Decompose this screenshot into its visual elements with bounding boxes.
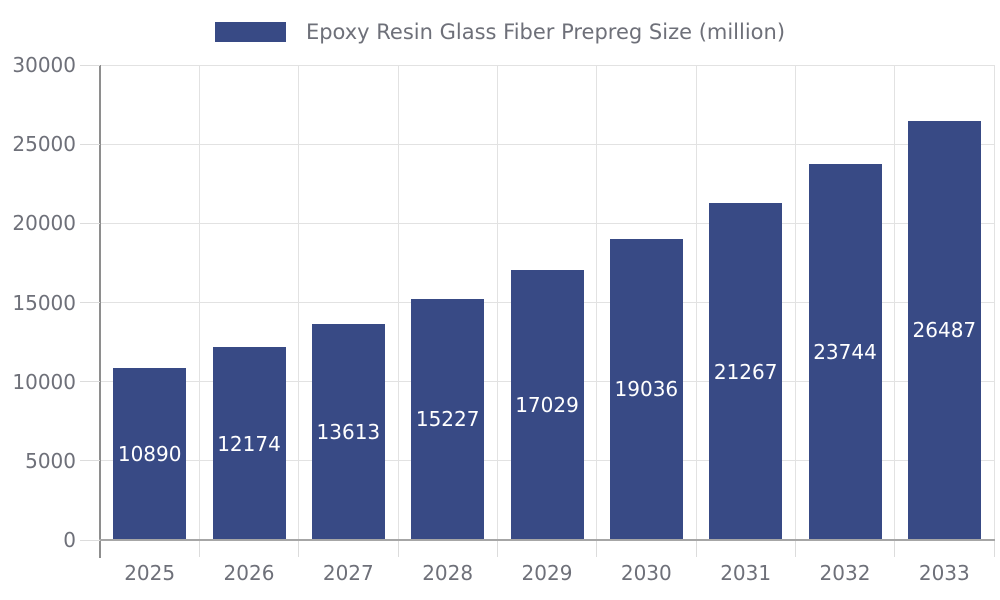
plot-area: 10890 12174 13613 15227 17029 19036 21267 23744… [100,64,995,540]
x-tick-label: 2028 [422,561,474,585]
y-axis-tick [80,143,100,145]
bar-value-label: 21267 [713,359,778,384]
grid-line-vertical [794,65,796,540]
bar[interactable] [907,120,981,540]
bar[interactable] [212,347,286,540]
bar-value-label: 23744 [813,340,877,365]
bar-value-label: 10890 [117,441,182,466]
bar-value-label: 12174 [217,431,281,456]
bar[interactable] [709,203,783,540]
y-tick-label: 0 [63,528,76,552]
x-tick-label: 2031 [720,561,772,585]
x-axis-tick [397,541,399,557]
y-axis-tick [80,539,100,541]
y-axis-line [99,65,101,558]
bar-value-label: 13613 [316,420,381,445]
x-tick-label: 2033 [918,561,970,585]
bar[interactable] [808,164,882,540]
y-tick-label: 25000 [12,132,76,157]
x-axis-tick [794,541,796,557]
bar-value-label: 19036 [614,377,679,402]
x-axis-tick [894,541,896,557]
y-axis-tick [80,64,100,66]
x-tick-label: 2027 [322,561,374,585]
x-tick-label: 2032 [819,561,871,585]
y-tick-label: 20000 [12,211,76,236]
grid-line-vertical [993,65,995,540]
y-tick-label: 15000 [12,290,76,315]
grid-line-vertical [496,65,498,540]
grid-line-vertical [695,65,697,540]
bar-value-label: 17029 [515,393,579,418]
y-axis-tick [80,381,100,383]
grid-line-vertical [397,65,399,540]
bar[interactable] [411,298,485,540]
legend-label: Epoxy Resin Glass Fiber Prepreg Size (mi… [305,20,786,44]
grid-line-vertical [894,65,896,540]
bar-value-label: 26487 [912,318,977,343]
y-tick-label: 5000 [25,448,76,473]
x-axis-tick [695,541,697,557]
x-axis-tick [993,541,995,557]
x-axis-tick [198,541,200,557]
x-tick-label: 2025 [124,561,176,585]
y-tick-label: 10000 [12,369,76,394]
legend[interactable]: Epoxy Resin Glass Fiber Prepreg Size (mi… [0,19,1000,45]
x-tick-label: 2029 [521,561,573,585]
y-axis-tick [80,222,100,224]
grid-line-horizontal [100,143,994,145]
bar[interactable] [609,238,683,540]
grid-line-horizontal [100,222,994,224]
y-tick-label: 30000 [12,53,76,77]
grid-line-horizontal [100,64,994,66]
x-tick-label: 2026 [223,561,275,585]
y-axis-tick [80,460,100,462]
y-axis-tick [80,302,100,303]
grid-line-vertical [198,65,200,540]
bar-value-label: 15227 [415,407,480,432]
x-tick-label: 2030 [620,561,672,585]
bar[interactable] [510,270,584,540]
x-axis-tick [596,541,598,557]
bar[interactable] [311,324,385,540]
legend-swatch [214,22,286,42]
grid-line-vertical [596,65,598,540]
x-axis-tick [496,541,498,557]
x-axis-tick [298,541,300,557]
x-axis-line [99,539,995,541]
bar[interactable] [113,367,187,540]
grid-line-vertical [298,65,300,540]
